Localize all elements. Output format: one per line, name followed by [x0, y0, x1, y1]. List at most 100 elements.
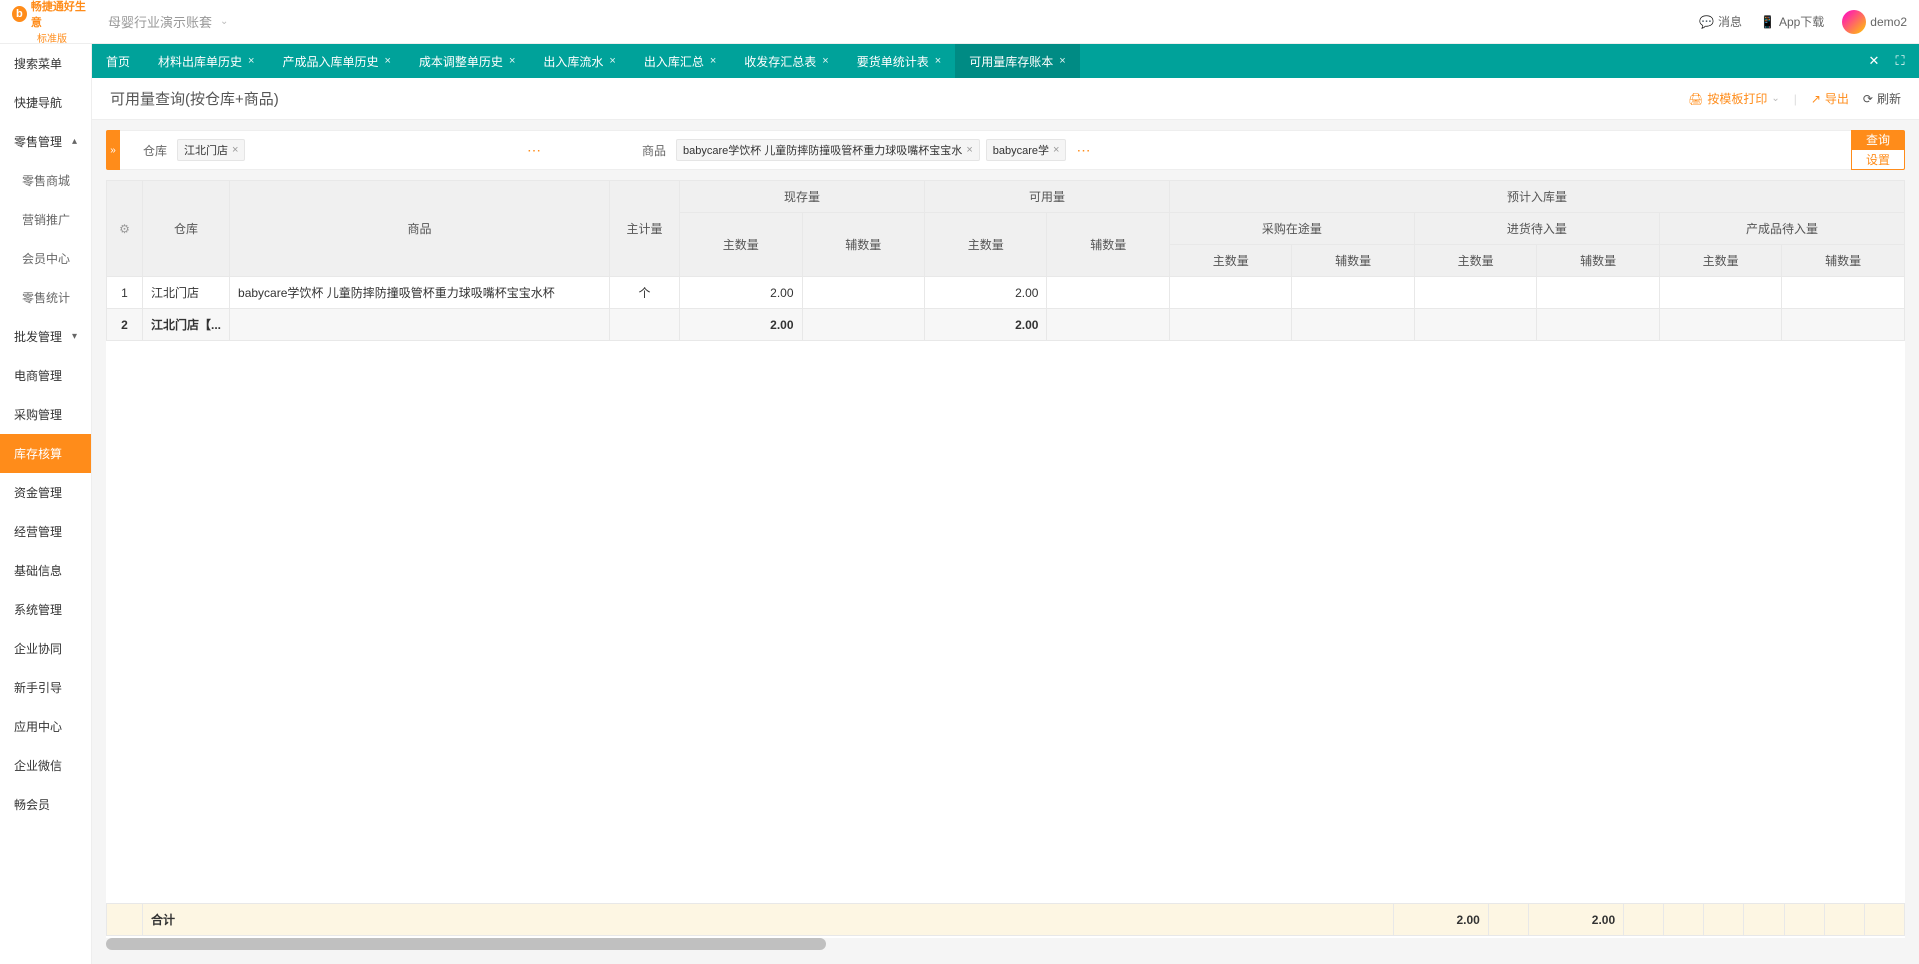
warehouse-filter: 仓库 江北门店× ⋯ [139, 139, 548, 161]
sidebar-item-11[interactable]: 资金管理 [0, 473, 91, 512]
main-area: 首页材料出库单历史×产成品入库单历史×成本调整单历史×出入库流水×出入库汇总×收… [92, 44, 1919, 964]
expand-arrow-icon: ▴ [72, 136, 77, 147]
sidebar-item-8[interactable]: 电商管理 [0, 356, 91, 395]
tag-remove-icon[interactable]: × [966, 144, 972, 156]
tab-4[interactable]: 出入库流水 × [529, 44, 629, 78]
scrollbar-thumb[interactable] [106, 938, 826, 950]
sidebar-item-label: 基础信息 [14, 562, 62, 579]
table-cell: 2.00 [680, 277, 802, 309]
chevron-down-icon: ⌄ [1771, 93, 1779, 104]
close-icon[interactable]: × [710, 55, 716, 67]
sidebar-item-label: 企业微信 [14, 757, 62, 774]
sidebar-item-5[interactable]: 会员中心 [0, 239, 91, 278]
query-button[interactable]: 查询 [1851, 130, 1905, 149]
close-icon[interactable]: × [609, 55, 615, 67]
sidebar-item-16[interactable]: 新手引导 [0, 668, 91, 707]
sidebar-item-17[interactable]: 应用中心 [0, 707, 91, 746]
settings-button[interactable]: 设置 [1851, 149, 1905, 170]
sidebar-item-2[interactable]: 零售管理 ▴ [0, 122, 91, 161]
sidebar-item-9[interactable]: 采购管理 [0, 395, 91, 434]
sidebar-item-3[interactable]: 零售商城 [0, 161, 91, 200]
page-title: 可用量查询(按仓库+商品) [110, 88, 279, 109]
close-icon[interactable]: × [248, 55, 254, 67]
user-name: demo2 [1870, 15, 1907, 29]
sidebar-item-19[interactable]: 畅会员 [0, 785, 91, 824]
warehouse-more-button[interactable]: ⋯ [527, 142, 542, 159]
sidebar-item-label: 营销推广 [22, 211, 70, 228]
footer-avail-main: 2.00 [1528, 904, 1623, 936]
footer-gear-cell [107, 904, 143, 936]
product-label: 商品 [638, 142, 666, 159]
tab-label: 要货单统计表 [857, 53, 929, 70]
user-menu[interactable]: demo2 [1842, 10, 1907, 34]
tab-6[interactable]: 收发存汇总表× [730, 44, 842, 78]
product-tags[interactable]: babycare学饮杯 儿童防摔防撞吸管杯重力球吸嘴杯宝宝水× babycare学… [676, 139, 1066, 161]
close-icon[interactable]: × [384, 55, 390, 67]
filter-tag[interactable]: 江北门店× [177, 139, 245, 161]
refresh-icon: ⟳ [1863, 92, 1873, 106]
app-download-button[interactable]: 📱 App下载 [1760, 13, 1824, 30]
sidebar-item-7[interactable]: 批发管理▾ [0, 317, 91, 356]
tab-label: 出入库流水 [543, 53, 603, 70]
refresh-label: 刷新 [1877, 90, 1901, 107]
export-button[interactable]: ↗ 导出 [1811, 90, 1849, 107]
sidebar-item-label: 系统管理 [14, 601, 62, 618]
sidebar-item-label: 新手引导 [14, 679, 62, 696]
sidebar-item-label: 零售管理 [14, 133, 62, 150]
sidebar-item-label: 企业协同 [14, 640, 62, 657]
table-cell: 2.00 [924, 277, 1046, 309]
close-icon[interactable]: × [822, 55, 828, 67]
gear-column-header[interactable]: ⚙ [107, 181, 143, 277]
warehouse-tags[interactable]: 江北门店× [177, 139, 517, 161]
avail-aux-header: 辅数量 [1047, 213, 1169, 277]
tab-3[interactable]: 成本调整单历史× [405, 44, 529, 78]
data-table: ⚙ 仓库 商品 主计量 现存量 可用量 预计入库量 主数量 辅数量 [106, 180, 1905, 950]
export-label: 导出 [1825, 90, 1849, 107]
sidebar-item-18[interactable]: 企业微信 [0, 746, 91, 785]
message-icon: 💬 [1699, 15, 1714, 29]
table-row[interactable]: 2江北门店【...2.002.00 [107, 309, 1905, 341]
filter-tag[interactable]: babycare学饮杯 儿童防摔防撞吸管杯重力球吸嘴杯宝宝水× [676, 139, 980, 161]
sidebar-item-10[interactable]: 库存核算 [0, 434, 91, 473]
close-all-tabs-button[interactable]: ✕ [1865, 52, 1883, 70]
close-icon[interactable]: × [509, 55, 515, 67]
sidebar-item-1[interactable]: 快捷导航 [0, 83, 91, 122]
stock-group-header: 现存量 [680, 181, 925, 213]
tab-0[interactable]: 首页 [92, 44, 144, 78]
tab-8[interactable]: 可用量库存账本× [955, 44, 1079, 78]
messages-button[interactable]: 💬 消息 [1699, 13, 1742, 30]
pp-aux-header: 辅数量 [1782, 245, 1905, 277]
tab-2[interactable]: 产成品入库单历史× [268, 44, 404, 78]
pp-main-header: 主数量 [1659, 245, 1781, 277]
sidebar-item-12[interactable]: 经营管理 [0, 512, 91, 551]
sidebar-item-label: 零售商城 [22, 172, 70, 189]
sidebar-item-6[interactable]: 零售统计 [0, 278, 91, 317]
table-row[interactable]: 1江北门店babycare学饮杯 儿童防摔防撞吸管杯重力球吸嘴杯宝宝水杯个2.0… [107, 277, 1905, 309]
fullscreen-button[interactable]: ⛶ [1891, 52, 1909, 70]
sidebar-item-13[interactable]: 基础信息 [0, 551, 91, 590]
refresh-button[interactable]: ⟳ 刷新 [1863, 90, 1901, 107]
footer-stock-main: 2.00 [1393, 904, 1488, 936]
topbar: b 畅捷通好生意 标准版 母婴行业演示账套 ⌄ 💬 消息 📱 App下载 dem… [0, 0, 1919, 44]
print-button[interactable]: 🖨 按模板打印 ⌄ [1688, 90, 1780, 107]
close-icon[interactable]: × [1059, 55, 1065, 67]
tab-7[interactable]: 要货单统计表 × [843, 44, 955, 78]
tag-remove-icon[interactable]: × [232, 144, 238, 156]
product-more-button[interactable]: ⋯ [1076, 142, 1091, 159]
sidebar-item-14[interactable]: 系统管理 [0, 590, 91, 629]
expand-arrow-icon: ▾ [72, 331, 77, 342]
sidebar-item-4[interactable]: 营销推广 [0, 200, 91, 239]
table-cell [1537, 309, 1659, 341]
expand-filter-handle[interactable]: » [106, 130, 120, 170]
tenant-selector[interactable]: 母婴行业演示账套 ⌄ [108, 12, 308, 31]
tab-5[interactable]: 出入库汇总× [630, 44, 730, 78]
close-icon[interactable]: × [935, 55, 941, 67]
tab-1[interactable]: 材料出库单历史× [144, 44, 268, 78]
tag-remove-icon[interactable]: × [1053, 144, 1059, 156]
sidebar-item-15[interactable]: 企业协同 [0, 629, 91, 668]
filter-tag[interactable]: babycare学× [986, 139, 1067, 161]
sidebar-item-label: 零售统计 [22, 289, 70, 306]
sidebar-item-0[interactable]: 搜索菜单 [0, 44, 91, 83]
stock-aux-header: 辅数量 [802, 213, 924, 277]
horizontal-scrollbar[interactable] [106, 938, 1905, 950]
